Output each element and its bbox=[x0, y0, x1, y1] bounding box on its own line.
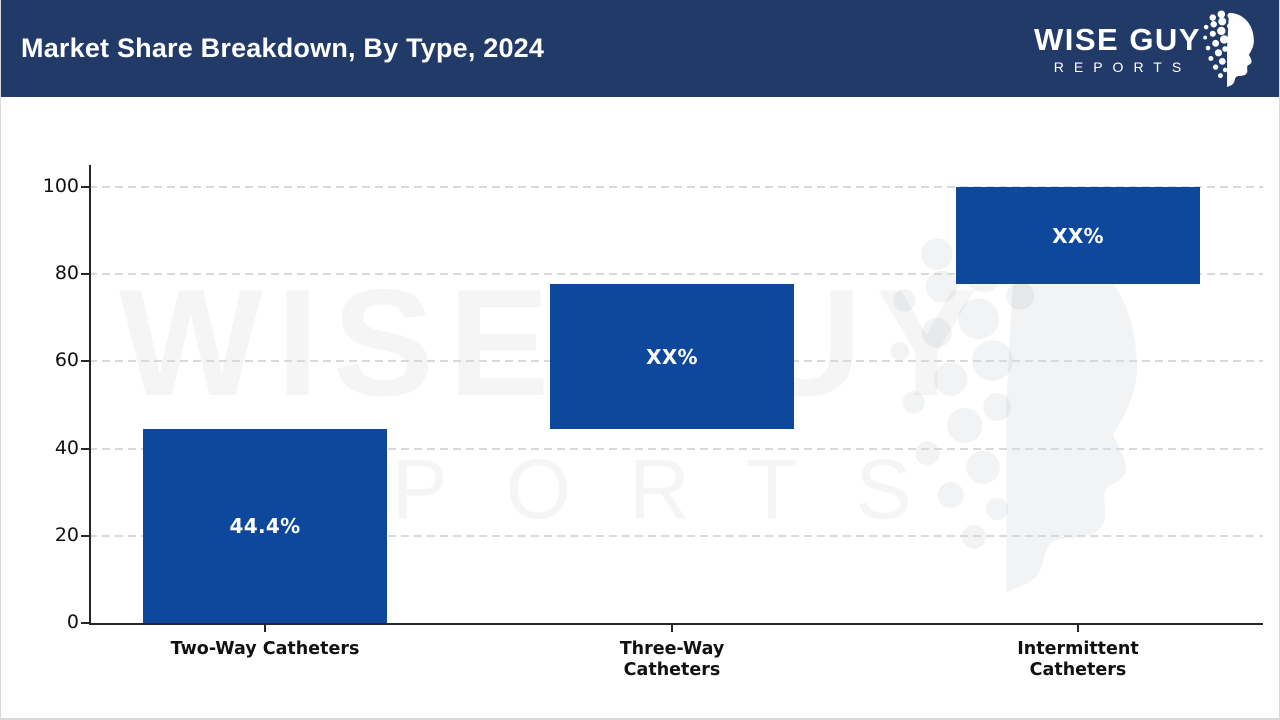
x-tick-label-two-way-catheters: Two-Way Catheters bbox=[125, 639, 405, 660]
y-tick-mark-0 bbox=[81, 622, 89, 624]
x-tick-mark-intermittent-catheters bbox=[1077, 625, 1079, 632]
x-tick-label-line: Three-Way bbox=[619, 639, 725, 659]
y-tick-label-60: 60 bbox=[54, 349, 79, 372]
y-tick-label-40: 40 bbox=[54, 436, 79, 459]
x-axis-line bbox=[89, 623, 1263, 625]
y-tick-label-0: 0 bbox=[66, 611, 79, 633]
y-tick-mark-100 bbox=[81, 186, 89, 188]
logo-face-icon bbox=[1203, 9, 1254, 87]
logo-wordmark: WISE GUY REPORTS bbox=[1034, 24, 1201, 74]
x-tick-mark-two-way-catheters bbox=[264, 625, 266, 632]
bar-value-label-intermittent-catheters: XX% bbox=[1052, 223, 1104, 248]
y-tick-mark-80 bbox=[81, 273, 89, 276]
x-tick-label-three-way-catheters: Three-Way Catheters bbox=[532, 639, 812, 681]
y-tick-mark-40 bbox=[81, 447, 89, 450]
gridline-100 bbox=[89, 186, 1263, 188]
bar-two-way-catheters: 44.4% bbox=[143, 429, 387, 623]
y-tick-mark-20 bbox=[81, 534, 89, 537]
y-axis-line bbox=[89, 165, 91, 625]
header: Market Share Breakdown, By Type, 2024 WI… bbox=[1, 0, 1279, 97]
x-tick-label-line: Intermittent bbox=[1017, 639, 1139, 659]
y-tick-label-100: 100 bbox=[42, 175, 79, 197]
gridline-40 bbox=[89, 447, 1263, 450]
gridline-20 bbox=[89, 534, 1263, 537]
x-tick-label-intermittent-catheters: Intermittent Catheters bbox=[938, 639, 1218, 681]
bar-value-label-three-way-catheters: XX% bbox=[646, 344, 698, 369]
y-tick-label-20: 20 bbox=[54, 523, 79, 546]
logo-wordmark-text: WISE GUY bbox=[1033, 21, 1201, 57]
x-tick-label-line: Catheters bbox=[1029, 660, 1127, 680]
bar-three-way-catheters: XX% bbox=[550, 284, 794, 430]
y-tick-label-80: 80 bbox=[54, 262, 79, 285]
page-title: Market Share Breakdown, By Type, 2024 bbox=[21, 33, 545, 63]
y-tick-mark-60 bbox=[81, 360, 89, 363]
logo-subtitle-text: REPORTS bbox=[1053, 58, 1192, 75]
x-tick-label-line: Two-Way Catheters bbox=[170, 639, 360, 659]
brand-logo: WISE GUY REPORTS bbox=[1034, 9, 1259, 88]
x-tick-mark-three-way-catheters bbox=[671, 625, 673, 632]
bar-value-label-two-way-catheters: 44.4% bbox=[229, 514, 301, 539]
x-tick-label-line: Catheters bbox=[623, 660, 721, 680]
bar-intermittent-catheters: XX% bbox=[956, 187, 1200, 285]
gridline-80 bbox=[89, 273, 1263, 276]
